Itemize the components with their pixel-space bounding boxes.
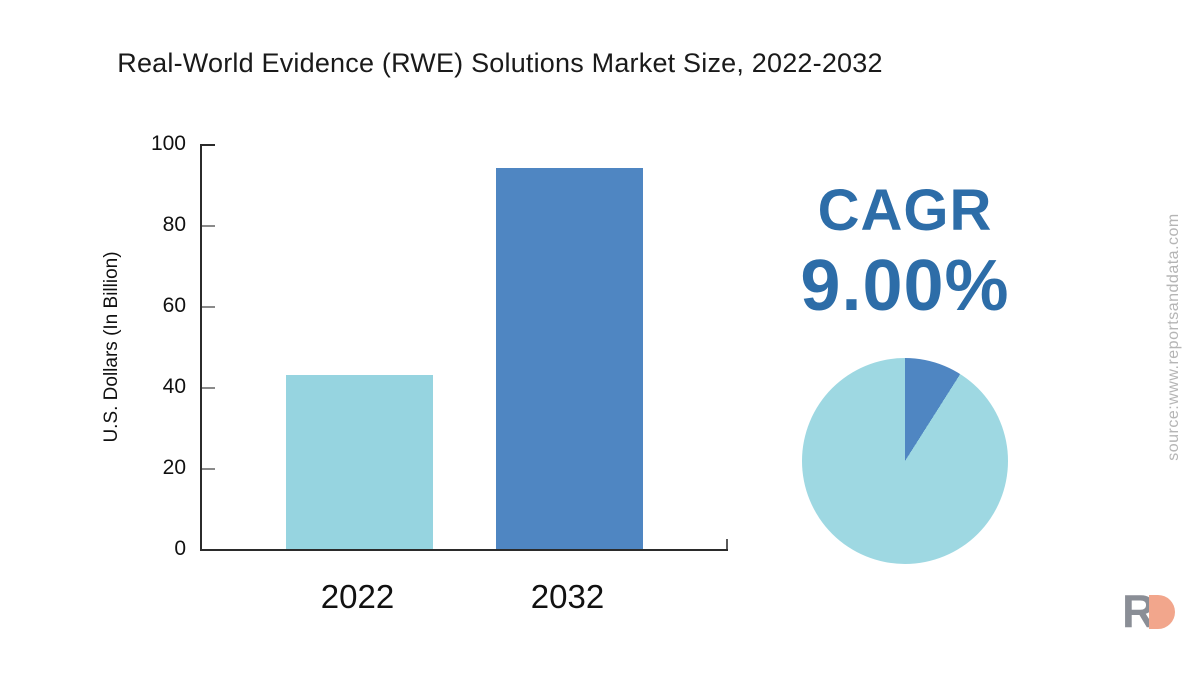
y-tick-mark <box>202 468 215 470</box>
bar-2032 <box>496 168 643 549</box>
y-tick-label: 0 <box>174 537 186 560</box>
x-axis-label-2032: 2032 <box>530 578 605 615</box>
y-tick-mark <box>202 306 215 308</box>
y-tick-mark <box>202 387 215 389</box>
source-attribution: source:www.reportsanddata.com <box>1165 213 1182 461</box>
cagr-value: 9.00% <box>800 246 1010 326</box>
reports-and-data-logo: R <box>1122 588 1176 634</box>
y-tick-label: 60 <box>162 294 186 317</box>
y-tick-mark <box>202 144 215 146</box>
y-axis-title: U.S. Dollars (In Billion) <box>101 251 122 443</box>
y-tick-mark <box>202 225 215 227</box>
bar-2022 <box>286 374 433 549</box>
logo-d-shape-icon <box>1149 595 1176 629</box>
y-tick-label: 40 <box>162 375 186 398</box>
x-axis-label-2022: 2022 <box>320 578 395 615</box>
bar-chart-plot-area <box>200 144 728 551</box>
pie-chart <box>802 358 1008 564</box>
cagr-label: CAGR <box>817 178 993 243</box>
chart-title: Real-World Evidence (RWE) Solutions Mark… <box>117 48 883 78</box>
y-tick-label: 80 <box>162 213 186 236</box>
x-axis-end-tick <box>726 539 728 549</box>
y-tick-label: 100 <box>150 132 186 155</box>
y-tick-label: 20 <box>162 456 186 479</box>
cagr-block: CAGR 9.00% <box>795 178 1015 326</box>
